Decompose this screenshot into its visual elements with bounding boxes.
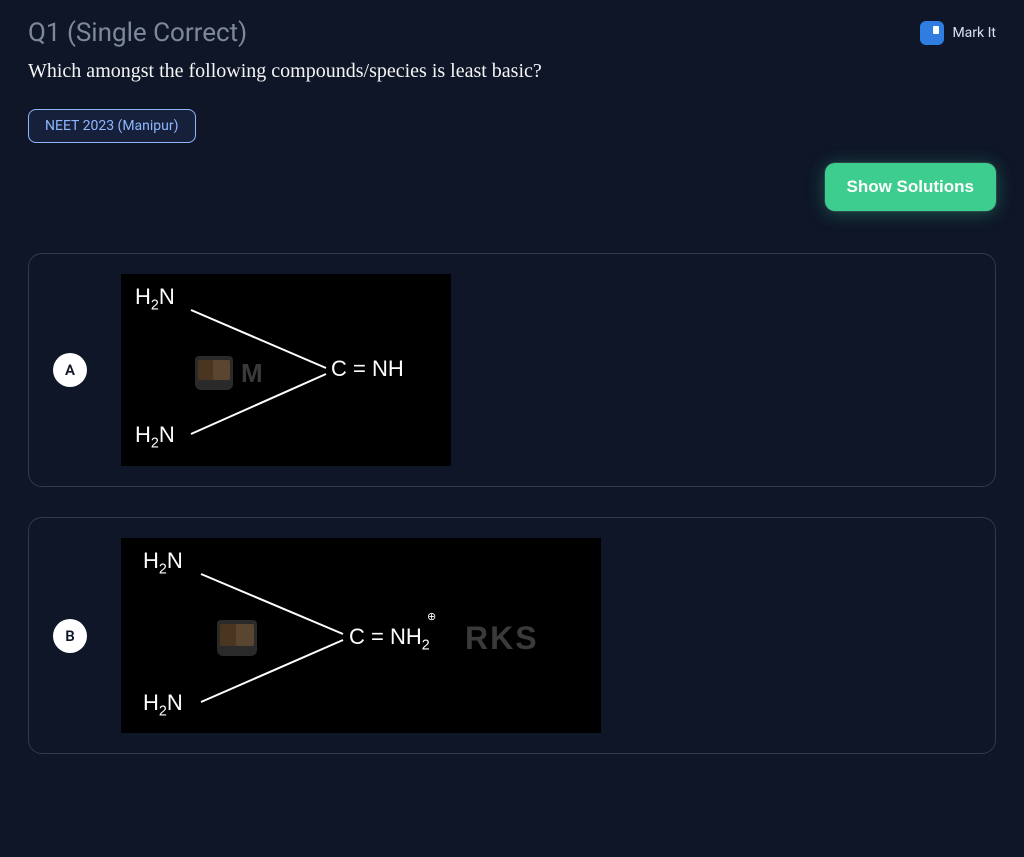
charge-plus-icon: ⊕ bbox=[427, 612, 436, 623]
bookmark-icon bbox=[920, 21, 944, 45]
label-h2n-bottom: H2N bbox=[143, 690, 183, 719]
label-h2n-top: H2N bbox=[143, 548, 183, 577]
option-a[interactable]: A M H2N H2N C = NH bbox=[28, 253, 996, 487]
actions-row: Show Solutions bbox=[28, 163, 996, 211]
label-h2n-top: H2N bbox=[135, 284, 175, 313]
label-h2n-bottom: H2N bbox=[135, 422, 175, 451]
question-number: Q1 (Single Correct) bbox=[28, 18, 247, 48]
question-text: Which amongst the following compounds/sp… bbox=[28, 60, 996, 83]
option-a-structure: M H2N H2N C = NH bbox=[121, 274, 451, 466]
label-c-nh2: C = NH2 bbox=[349, 624, 430, 653]
option-badge: A bbox=[53, 353, 87, 387]
show-solutions-button[interactable]: Show Solutions bbox=[825, 163, 997, 211]
option-badge: B bbox=[53, 619, 87, 653]
label-c-nh: C = NH bbox=[331, 356, 404, 382]
option-b[interactable]: B RKS H2N H2N C = NH2 ⊕ bbox=[28, 517, 996, 754]
question-header: Q1 (Single Correct) Mark It bbox=[28, 18, 996, 48]
exam-tag[interactable]: NEET 2023 (Manipur) bbox=[28, 109, 196, 143]
mark-it-button[interactable]: Mark It bbox=[920, 21, 996, 45]
mark-it-label: Mark It bbox=[952, 25, 996, 41]
option-b-structure: RKS H2N H2N C = NH2 ⊕ bbox=[121, 538, 601, 733]
